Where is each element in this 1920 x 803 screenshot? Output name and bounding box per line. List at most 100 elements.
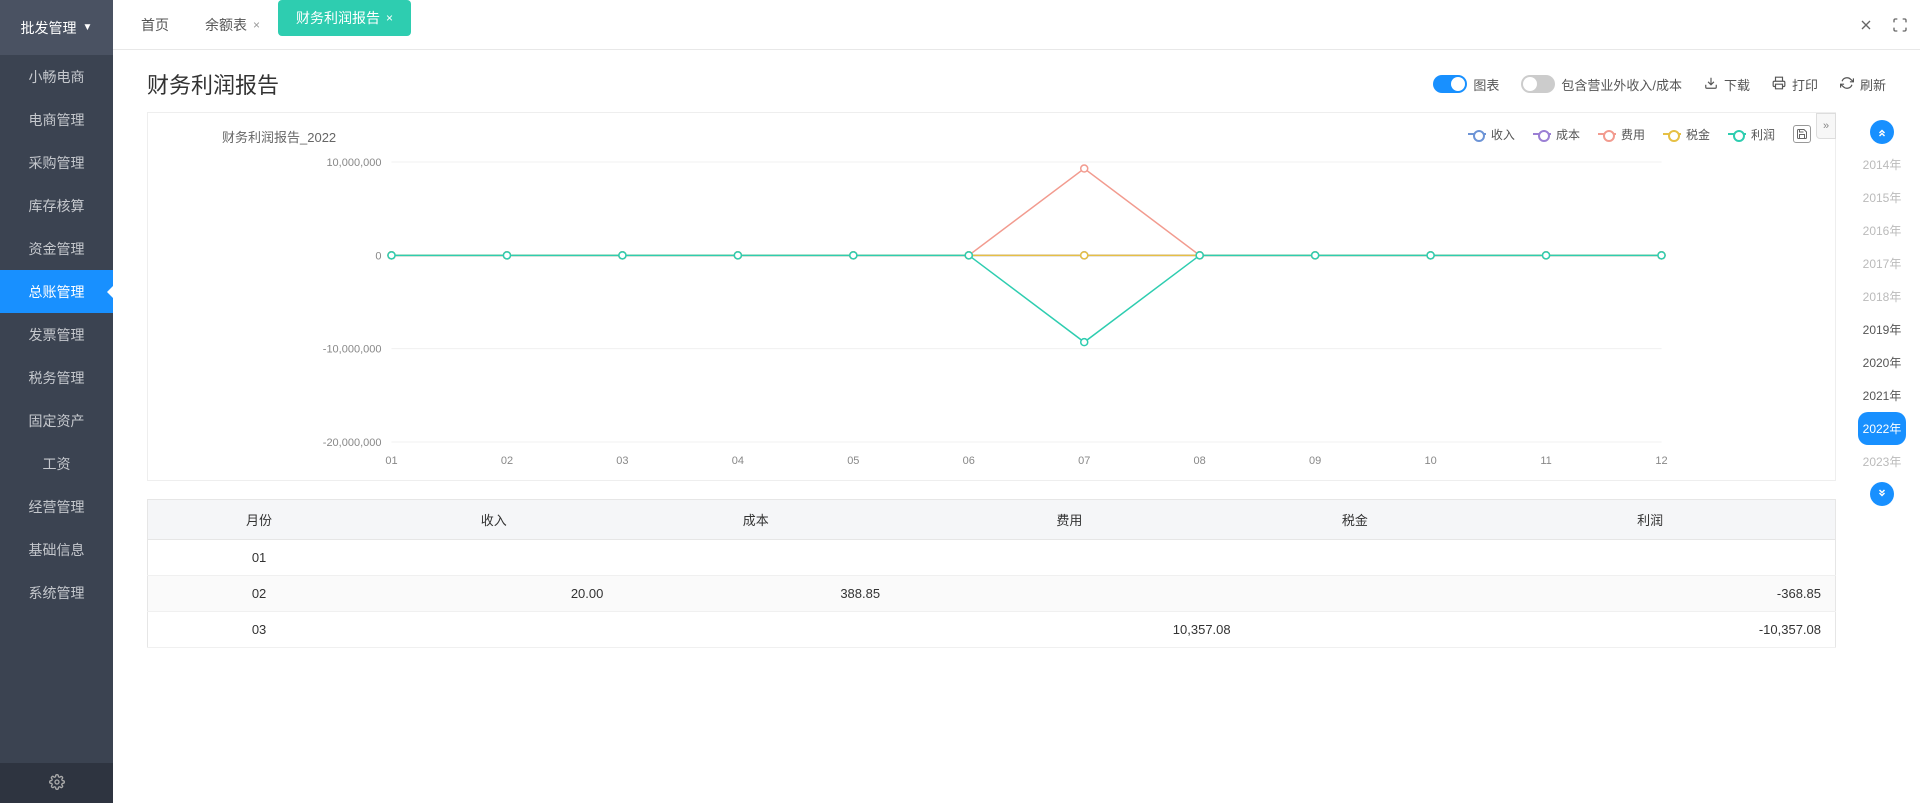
- download-button[interactable]: 下载: [1704, 75, 1750, 94]
- table-cell: -368.85: [1465, 576, 1835, 612]
- svg-text:11: 11: [1540, 455, 1551, 467]
- sidebar-item-0[interactable]: 小畅电商: [0, 55, 113, 98]
- legend-label: 利润: [1751, 126, 1775, 143]
- legend-label: 成本: [1556, 126, 1580, 143]
- table-cell: [617, 540, 894, 576]
- legend-marker-icon: [1728, 130, 1746, 138]
- sidebar-item-1[interactable]: 电商管理: [0, 98, 113, 141]
- legend-item-利润[interactable]: 利润: [1728, 126, 1775, 143]
- svg-text:-20,000,000: -20,000,000: [323, 437, 382, 449]
- fullscreen-button[interactable]: [1890, 15, 1910, 35]
- tab-label: 财务利润报告: [296, 8, 380, 28]
- table-cell: [1245, 576, 1466, 612]
- sidebar-item-4[interactable]: 资金管理: [0, 227, 113, 270]
- table-row: 0220.00388.85 -368.85: [148, 576, 1836, 612]
- print-icon: [1772, 76, 1786, 93]
- tab-label: 余额表: [205, 15, 247, 35]
- legend-item-收入[interactable]: 收入: [1468, 126, 1515, 143]
- sidebar-item-10[interactable]: 经营管理: [0, 485, 113, 528]
- sidebar-item-5[interactable]: 总账管理: [0, 270, 113, 313]
- table-row: 01: [148, 540, 1836, 576]
- svg-text:-10,000,000: -10,000,000: [323, 344, 382, 356]
- print-button[interactable]: 打印: [1772, 75, 1818, 94]
- sidebar-item-label: 税务管理: [29, 368, 85, 388]
- download-icon: [1704, 76, 1718, 93]
- year-item-2022年[interactable]: 2022年: [1858, 412, 1906, 445]
- close-icon[interactable]: ×: [253, 18, 260, 32]
- year-scroll-up-button[interactable]: [1870, 120, 1894, 144]
- sidebar-item-label: 采购管理: [29, 153, 85, 173]
- sidebar-item-6[interactable]: 发票管理: [0, 313, 113, 356]
- gear-icon: [49, 774, 65, 793]
- legend-marker-icon: [1598, 130, 1616, 138]
- sidebar-item-3[interactable]: 库存核算: [0, 184, 113, 227]
- close-all-tabs-button[interactable]: [1856, 15, 1876, 35]
- tabbar: 首页 余额表 × 财务利润报告 ×: [113, 0, 1920, 50]
- refresh-icon: [1840, 76, 1854, 93]
- sidebar-item-label: 固定资产: [29, 411, 85, 431]
- sidebar-item-2[interactable]: 采购管理: [0, 141, 113, 184]
- svg-text:07: 07: [1078, 455, 1090, 467]
- table-cell: 02: [148, 576, 371, 612]
- svg-text:05: 05: [847, 455, 859, 467]
- extra-income-toggle[interactable]: [1521, 75, 1555, 93]
- sidebar-item-label: 电商管理: [29, 110, 85, 130]
- sidebar-item-label: 库存核算: [29, 196, 85, 216]
- table-cell: 10,357.08: [894, 612, 1245, 648]
- legend-item-费用[interactable]: 费用: [1598, 126, 1645, 143]
- table-header-2: 成本: [617, 500, 894, 540]
- chart-collapse-button[interactable]: »: [1816, 113, 1836, 139]
- table-cell: [370, 612, 617, 648]
- chart-save-button[interactable]: [1793, 125, 1811, 143]
- table-cell: [1245, 612, 1466, 648]
- year-item-2020年[interactable]: 2020年: [1858, 346, 1906, 379]
- year-item-2023年: 2023年: [1858, 445, 1906, 478]
- sidebar-item-9[interactable]: 工资: [0, 442, 113, 485]
- legend-item-成本[interactable]: 成本: [1533, 126, 1580, 143]
- close-icon[interactable]: ×: [386, 11, 393, 25]
- table-cell: 01: [148, 540, 371, 576]
- page-title: 财务利润报告: [147, 68, 1433, 100]
- legend-item-税金[interactable]: 税金: [1663, 126, 1710, 143]
- sidebar-item-label: 经营管理: [29, 497, 85, 517]
- tab-2[interactable]: 财务利润报告 ×: [278, 0, 411, 36]
- table-cell: -10,357.08: [1465, 612, 1835, 648]
- extra-income-toggle-label: 包含营业外收入/成本: [1561, 75, 1682, 94]
- svg-text:0: 0: [375, 250, 381, 262]
- svg-text:01: 01: [385, 455, 397, 467]
- tab-1[interactable]: 余额表 ×: [187, 0, 278, 50]
- svg-text:04: 04: [732, 455, 744, 467]
- sidebar-top-selector[interactable]: 批发管理 ▼: [0, 0, 113, 55]
- table-cell: [370, 540, 617, 576]
- chart-container: » 财务利润报告_2022 收入成本费用税金利润 -20,000,000-10,…: [147, 112, 1836, 481]
- svg-text:09: 09: [1309, 455, 1321, 467]
- year-item-2019年[interactable]: 2019年: [1858, 313, 1906, 346]
- sidebar-item-7[interactable]: 税务管理: [0, 356, 113, 399]
- year-item-2021年[interactable]: 2021年: [1858, 379, 1906, 412]
- legend-label: 收入: [1491, 126, 1515, 143]
- refresh-button[interactable]: 刷新: [1840, 75, 1886, 94]
- legend-marker-icon: [1468, 130, 1486, 138]
- sidebar-item-8[interactable]: 固定资产: [0, 399, 113, 442]
- table-header-5: 利润: [1465, 500, 1835, 540]
- year-item-2014年: 2014年: [1858, 148, 1906, 181]
- tab-label: 首页: [141, 15, 169, 35]
- chart-toggle[interactable]: [1433, 75, 1467, 93]
- legend-marker-icon: [1533, 130, 1551, 138]
- year-scroll-down-button[interactable]: [1870, 482, 1894, 506]
- table-header-0: 月份: [148, 500, 371, 540]
- sidebar-item-11[interactable]: 基础信息: [0, 528, 113, 571]
- svg-text:02: 02: [501, 455, 513, 467]
- sidebar-item-12[interactable]: 系统管理: [0, 571, 113, 614]
- year-item-2017年: 2017年: [1858, 247, 1906, 280]
- table-cell: [1465, 540, 1835, 576]
- table-cell: [617, 612, 894, 648]
- svg-text:10,000,000: 10,000,000: [326, 157, 381, 169]
- sidebar-item-label: 小畅电商: [29, 67, 85, 87]
- table-cell: 388.85: [617, 576, 894, 612]
- svg-text:06: 06: [963, 455, 975, 467]
- table-row: 0310,357.08-10,357.08: [148, 612, 1836, 648]
- settings-button[interactable]: [0, 763, 113, 803]
- table-cell: 20.00: [370, 576, 617, 612]
- tab-0[interactable]: 首页: [123, 0, 187, 50]
